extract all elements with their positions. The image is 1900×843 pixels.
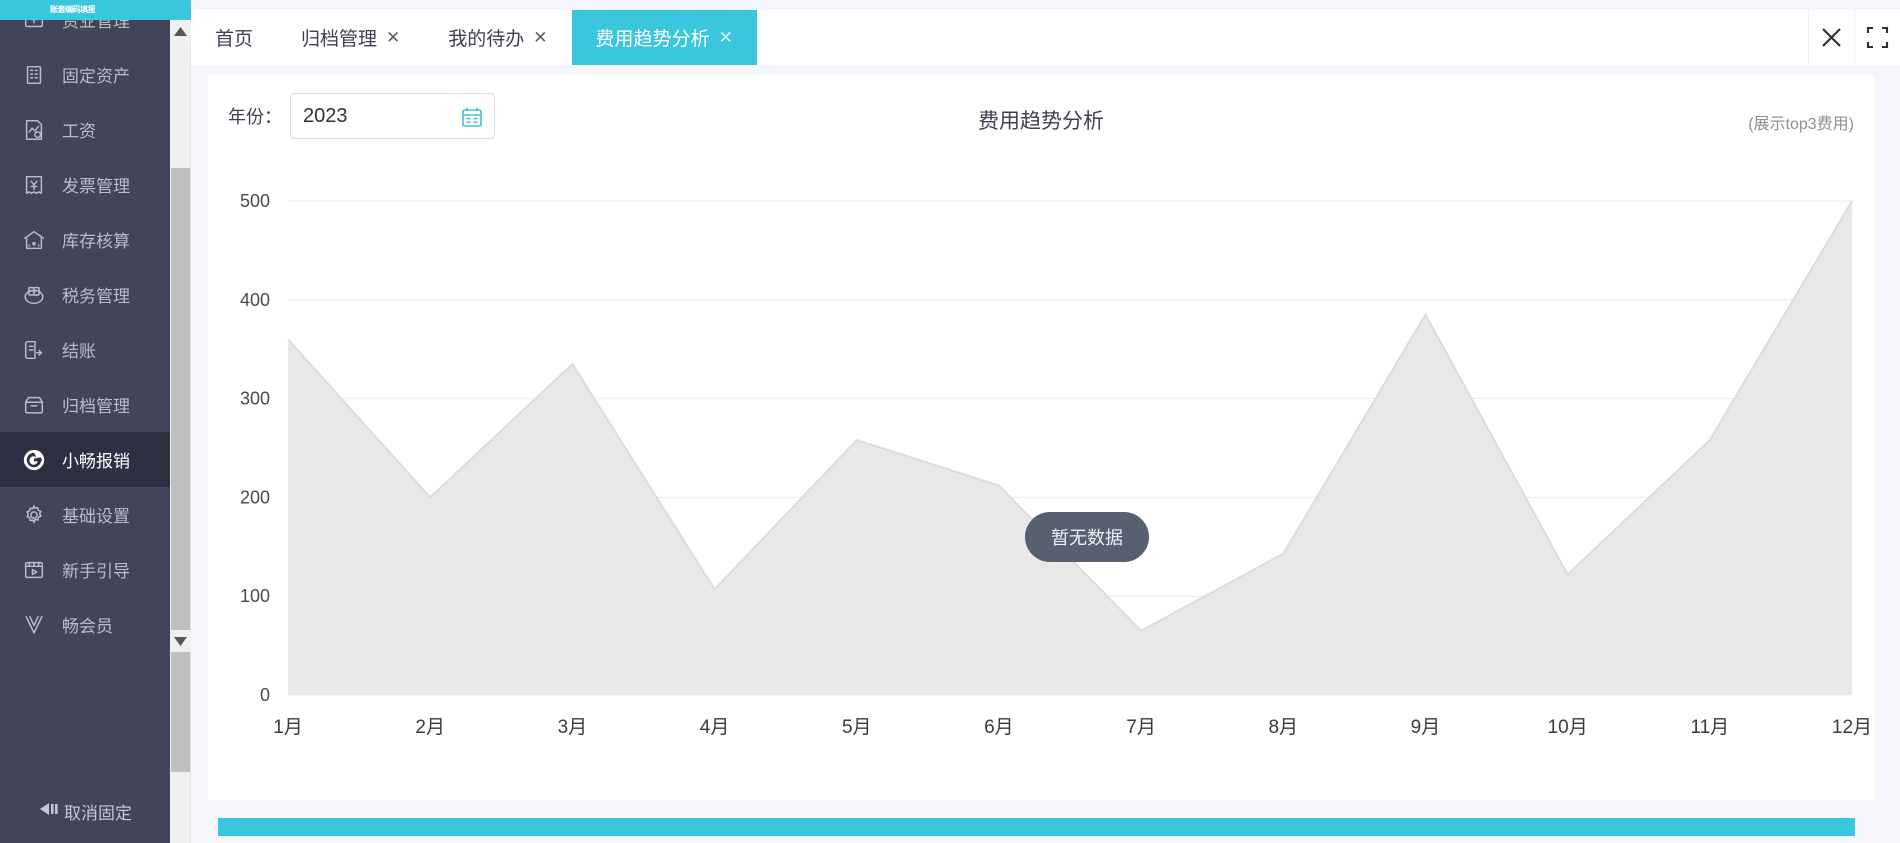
fullscreen-icon[interactable]	[1854, 10, 1900, 65]
sidebar-item-label: 发票管理	[62, 177, 130, 196]
x-axis-tick: 9月	[1411, 717, 1441, 738]
sidebar-item-8[interactable]: 小畅报销	[0, 432, 170, 487]
chart-svg: 0 100 200 300 400 500 1月 2月 3月 4月 5月 6月 7月 8月 9月 10月 11月…	[240, 191, 1872, 738]
x-axis-tick: 2月	[415, 717, 445, 738]
x-axis-tick: 12月	[1832, 717, 1872, 738]
sidebar-item-label: 畅会员	[62, 617, 113, 636]
gear-icon	[22, 503, 46, 527]
x-axis-tick: 10月	[1548, 717, 1588, 738]
tab-1[interactable]: 归档管理 ✕	[277, 10, 424, 65]
sidebar-item-label: 工资	[62, 122, 96, 141]
sidebar-item-4[interactable]: 库存核算	[0, 212, 170, 267]
top-strip-banner: 账套编码填报	[0, 0, 208, 20]
x-axis-tick: 8月	[1268, 717, 1298, 738]
tab-0[interactable]: 首页	[191, 10, 277, 65]
bottom-accent-bar	[218, 818, 1855, 836]
sidebar-item-label: 基础设置	[62, 507, 130, 526]
changjie-g-icon	[22, 448, 46, 472]
x-axis-tick: 1月	[273, 717, 303, 738]
calendar-icon[interactable]	[461, 106, 483, 133]
sidebar-item-1[interactable]: 固定资产	[0, 47, 170, 102]
sidebar-item-label: 固定资产	[62, 67, 130, 86]
invoice-yuan-icon	[22, 173, 46, 197]
tab-bar: 首页 归档管理 ✕ 我的待办 ✕ 费用趋势分析 ✕	[191, 10, 1900, 65]
close-icon[interactable]	[1808, 10, 1854, 65]
tab-label: 归档管理	[301, 29, 378, 50]
building-icon	[22, 63, 46, 87]
archive-box-icon	[22, 393, 46, 417]
y-axis-tick: 500	[240, 191, 270, 211]
sidebar-item-label: 归档管理	[62, 397, 130, 416]
unpin-sidebar-button[interactable]: 取消固定	[0, 779, 170, 843]
x-axis-tick: 7月	[1126, 717, 1156, 738]
sidebar-item-label: 资业管理	[62, 20, 130, 31]
payroll-chart-icon	[22, 118, 46, 142]
v-member-icon	[22, 613, 46, 637]
sidebar-item-9[interactable]: 基础设置	[0, 487, 170, 542]
sidebar-item-2[interactable]: 工资	[0, 102, 170, 157]
sidebar-item-6[interactable]: 结账	[0, 322, 170, 377]
sidebar-item-0[interactable]: 资业管理	[0, 20, 170, 47]
year-filter: 年份： 2023	[228, 93, 495, 139]
sidebar-item-5[interactable]: 税务管理	[0, 267, 170, 322]
scrollbar-thumb[interactable]	[171, 168, 190, 772]
tab-close-icon[interactable]: ✕	[718, 27, 733, 47]
x-axis-tick: 6月	[984, 717, 1014, 738]
tab-label: 首页	[215, 29, 254, 50]
sidebar-item-11[interactable]: 畅会员	[0, 597, 170, 652]
scroll-up-arrow-icon[interactable]	[170, 20, 191, 42]
sidebar-item-label: 税务管理	[62, 287, 130, 306]
tab-bar-actions	[1808, 10, 1900, 65]
chart-card-header: 年份： 2023	[208, 75, 1874, 159]
y-axis-tick: 100	[240, 586, 270, 606]
tab-close-icon[interactable]: ✕	[386, 27, 401, 47]
tab-list: 首页 归档管理 ✕ 我的待办 ✕ 费用趋势分析 ✕	[191, 10, 1900, 65]
sidebar-item-label: 新手引导	[62, 562, 130, 581]
collapse-arrow-icon	[38, 801, 60, 822]
year-label: 年份：	[228, 107, 282, 127]
tax-seal-icon	[22, 283, 46, 307]
sidebar-item-3[interactable]: 发票管理	[0, 157, 170, 212]
settle-book-icon	[22, 338, 46, 362]
sidebar-item-label: 库存核算	[62, 232, 130, 251]
sidebar-item-7[interactable]: 归档管理	[0, 377, 170, 432]
sidebar-item-label: 结账	[62, 342, 96, 361]
year-value: 2023	[303, 104, 348, 127]
sidebar-menu: 资业管理固定资产工资发票管理库存核算税务管理结账归档管理小畅报销基础设置新手引导…	[0, 20, 170, 652]
sidebar: 资业管理固定资产工资发票管理库存核算税务管理结账归档管理小畅报销基础设置新手引导…	[0, 20, 170, 843]
main-area: 首页 归档管理 ✕ 我的待办 ✕ 费用趋势分析 ✕	[191, 0, 1900, 843]
sidebar-scrollport: 资业管理固定资产工资发票管理库存核算税务管理结账归档管理小畅报销基础设置新手引导…	[0, 20, 170, 777]
tab-label: 我的待办	[448, 29, 525, 50]
box-plus-icon	[22, 20, 46, 32]
warehouse-icon	[22, 228, 46, 252]
area-fill	[288, 201, 1852, 695]
tab-close-icon[interactable]: ✕	[533, 27, 548, 47]
unpin-sidebar-label: 取消固定	[64, 803, 132, 823]
chart-card: 年份： 2023	[208, 75, 1874, 800]
tab-2[interactable]: 我的待办 ✕	[424, 10, 571, 65]
sidebar-item-label: 小畅报销	[62, 452, 130, 471]
y-axis-tick: 300	[240, 389, 270, 409]
x-axis-tick: 4月	[700, 717, 730, 738]
x-axis-tick: 5月	[842, 717, 872, 738]
expense-trend-chart: 0 100 200 300 400 500 1月 2月 3月 4月 5月 6月 7月 8月 9月 10月 11月…	[208, 159, 1874, 800]
tab-3[interactable]: 费用趋势分析 ✕	[571, 10, 757, 65]
y-axis-tick: 200	[240, 487, 270, 507]
y-axis-tick: 0	[260, 685, 270, 705]
sidebar-item-10[interactable]: 新手引导	[0, 542, 170, 597]
x-axis-tick: 3月	[558, 717, 588, 738]
sidebar-scrollbar[interactable]	[170, 20, 191, 843]
scroll-down-arrow-icon[interactable]	[170, 630, 191, 652]
tab-label: 费用趋势分析	[595, 29, 710, 50]
year-input[interactable]: 2023	[290, 93, 495, 139]
y-axis-tick: 400	[240, 290, 270, 310]
x-axis-tick: 11月	[1690, 717, 1729, 738]
play-film-icon	[22, 558, 46, 582]
top3-note: (展示top3费用)	[1748, 116, 1854, 133]
